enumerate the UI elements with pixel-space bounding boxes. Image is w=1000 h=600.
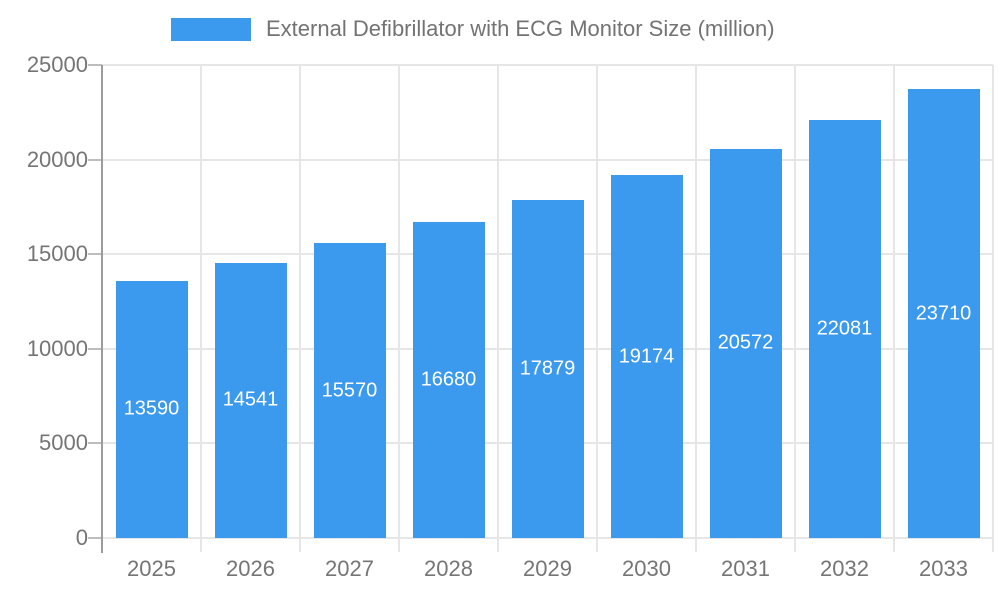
bar-value-label: 17879 (519, 357, 576, 380)
y-axis-tick (88, 442, 102, 445)
legend[interactable]: External Defibrillator with ECG Monitor … (171, 16, 775, 42)
y-gridline (102, 64, 993, 66)
bar: 16680 (412, 222, 485, 538)
x-gridline (497, 65, 499, 552)
bar-value-label: 15570 (321, 379, 378, 402)
x-tick-label: 2027 (325, 556, 374, 581)
y-gridline (102, 158, 993, 161)
y-gridline (102, 537, 993, 539)
x-gridline (398, 65, 400, 552)
x-gridline (992, 65, 994, 552)
bar: 22081 (808, 120, 881, 538)
bar-value-label: 23710 (915, 302, 972, 325)
bar: 15570 (313, 243, 386, 538)
x-gridline (299, 65, 301, 552)
y-axis-tick (88, 537, 102, 539)
y-tick-label: 5000 (39, 430, 88, 456)
bar: 23710 (907, 89, 980, 538)
x-tick-label: 2025 (127, 556, 176, 581)
y-axis-tick (88, 253, 102, 256)
bar: 14541 (214, 262, 287, 538)
x-tick-label: 2030 (622, 556, 671, 581)
y-tick-label: 15000 (26, 241, 88, 267)
y-tick-label: 25000 (26, 52, 88, 77)
y-tick-label: 20000 (26, 146, 88, 172)
bar-value-label: 14541 (222, 388, 279, 411)
y-axis-line (101, 65, 103, 553)
y-tick-label: 0 (75, 525, 88, 550)
x-tick-label: 2033 (919, 556, 968, 581)
x-tick-label: 2031 (721, 556, 770, 581)
y-axis-tick (88, 64, 102, 66)
bar-value-label: 19174 (618, 345, 675, 368)
x-tick-label: 2026 (226, 556, 275, 581)
bar-value-label: 22081 (816, 317, 873, 340)
bar-value-label: 16680 (420, 368, 477, 391)
bar: 20572 (709, 148, 782, 538)
bar-value-label: 13590 (123, 397, 180, 420)
y-axis-tick (88, 347, 102, 350)
x-gridline (200, 65, 202, 552)
x-gridline (695, 65, 697, 552)
bar: 13590 (115, 280, 188, 538)
x-gridline (596, 65, 598, 552)
legend-swatch (171, 17, 251, 41)
bar: 17879 (511, 199, 584, 538)
bar: 19174 (610, 175, 683, 538)
x-tick-label: 2029 (523, 556, 572, 581)
plot-area: 0 5000 10000 15000 20000 25000 13590 2025 14541 2… (27, 52, 994, 581)
x-tick-label: 2032 (820, 556, 869, 581)
y-axis-tick (88, 158, 102, 161)
x-gridline (893, 65, 895, 552)
x-tick-label: 2028 (424, 556, 473, 581)
y-tick-label: 10000 (26, 335, 88, 361)
x-gridline (794, 65, 796, 552)
bar-value-label: 20572 (717, 331, 774, 354)
legend-label: External Defibrillator with ECG Monitor … (266, 16, 775, 41)
